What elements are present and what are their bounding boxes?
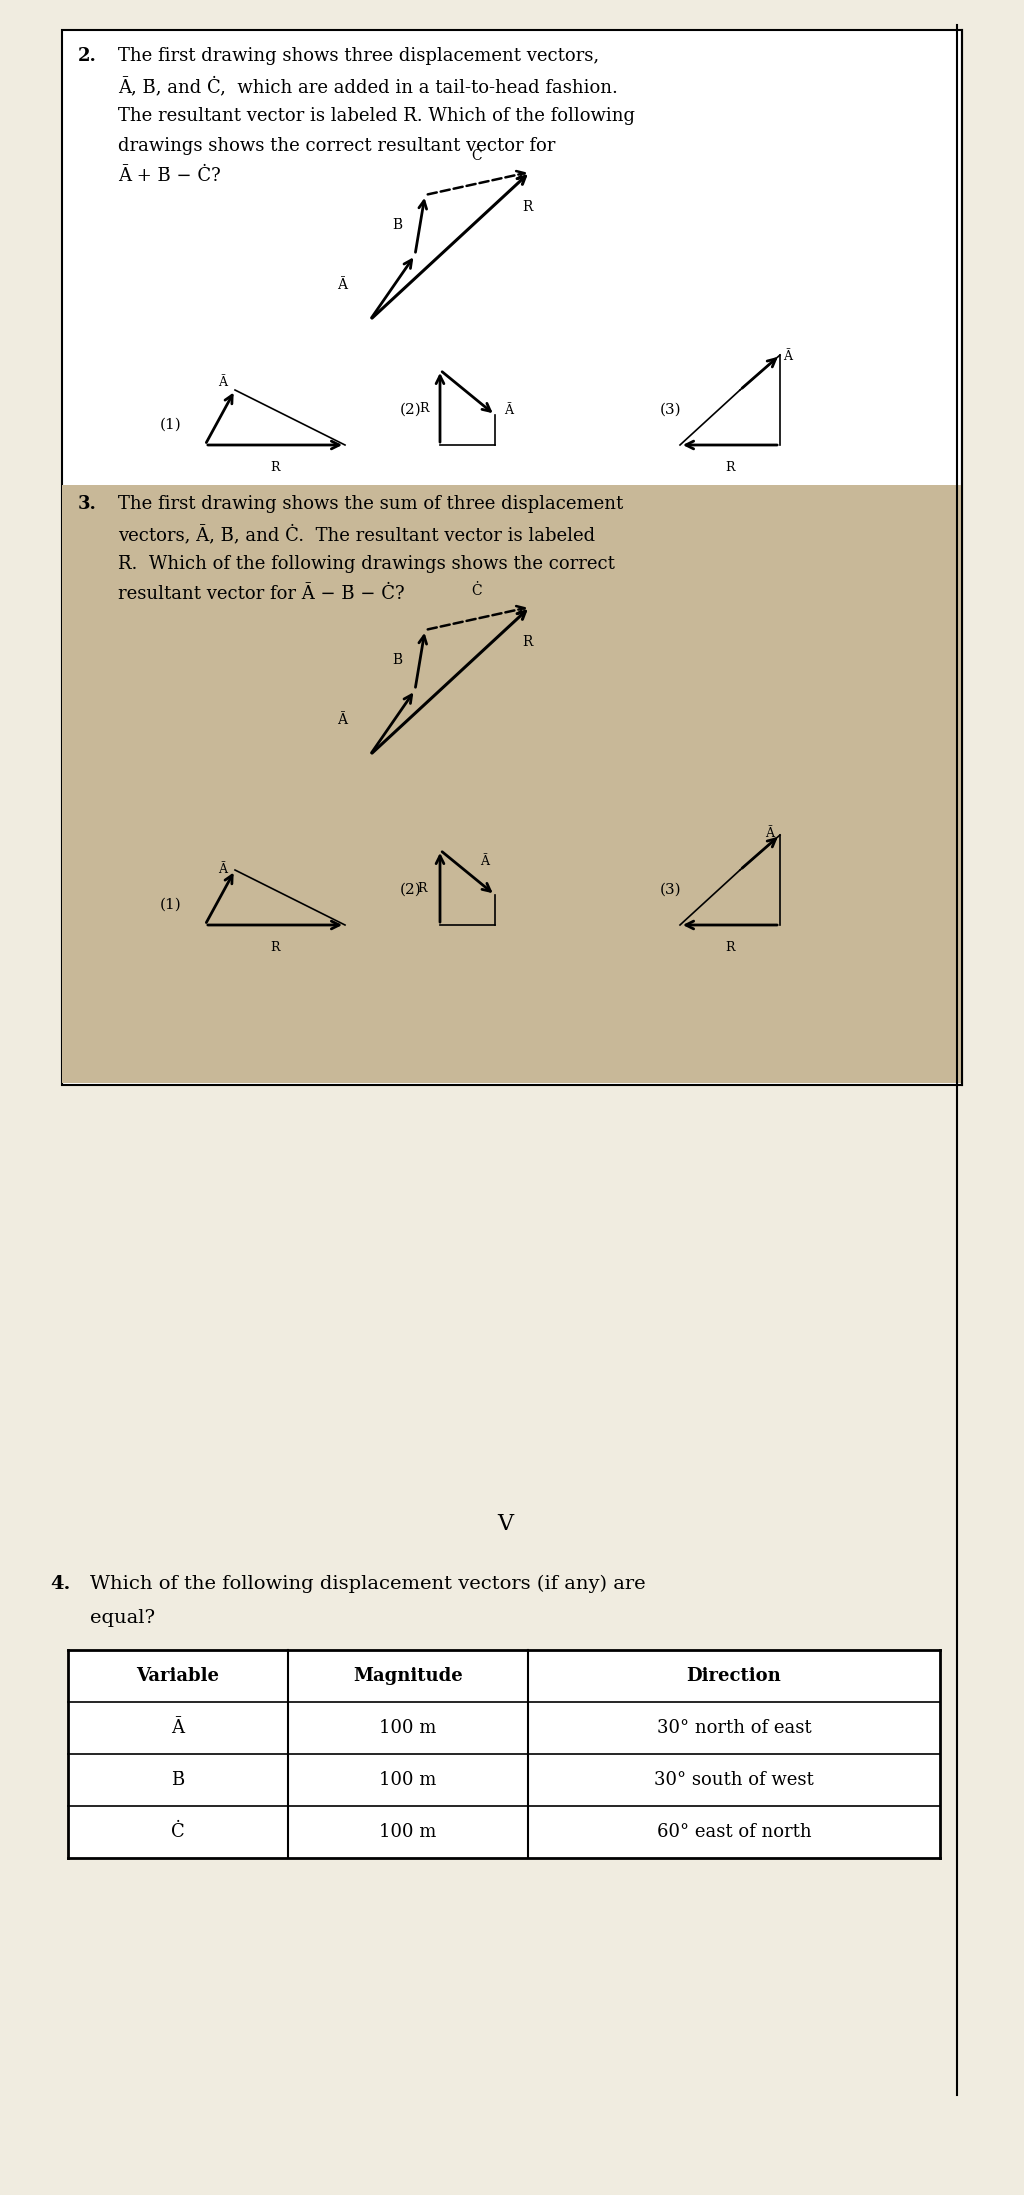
Text: equal?: equal?: [90, 1609, 155, 1626]
Text: Ā: Ā: [505, 404, 513, 417]
Text: Ċ: Ċ: [472, 149, 482, 162]
Text: B̄: B̄: [171, 1771, 184, 1789]
Text: resultant vector for Ā − B̄ − Ċ?: resultant vector for Ā − B̄ − Ċ?: [118, 586, 404, 604]
Text: R̄: R̄: [417, 882, 427, 896]
Text: (1): (1): [160, 417, 181, 432]
Text: Ā + B̄ − Ċ?: Ā + B̄ − Ċ?: [118, 167, 221, 184]
Text: Ā: Ā: [218, 863, 227, 876]
Text: Which of the following displacement vectors (if any) are: Which of the following displacement vect…: [90, 1576, 645, 1594]
Bar: [62, 485, 962, 1082]
Text: 4.: 4.: [50, 1576, 71, 1594]
Text: Ā: Ā: [766, 828, 774, 841]
Text: Magnitude: Magnitude: [353, 1666, 463, 1686]
Text: vectors, Ā, B̄, and Ċ.  The resultant vector is labeled: vectors, Ā, B̄, and Ċ. The resultant vec…: [118, 525, 595, 544]
Text: R̄.  Which of the following drawings shows the correct: R̄. Which of the following drawings show…: [118, 555, 614, 573]
Text: Direction: Direction: [687, 1666, 781, 1686]
Text: 60° east of north: 60° east of north: [656, 1824, 811, 1842]
Text: V: V: [497, 1512, 513, 1534]
Text: (2): (2): [400, 404, 422, 417]
Text: The resultant vector is labeled R̄. Which of the following: The resultant vector is labeled R̄. Whic…: [118, 108, 635, 125]
Text: (2): (2): [400, 882, 422, 898]
Text: drawings shows the correct resultant vector for: drawings shows the correct resultant vec…: [118, 136, 555, 156]
Text: Ā: Ā: [480, 856, 489, 867]
Text: R̄: R̄: [270, 461, 280, 474]
Text: Ċ: Ċ: [472, 584, 482, 597]
Text: R̄: R̄: [419, 402, 429, 415]
Text: 3.: 3.: [78, 496, 97, 514]
Bar: [68, 1651, 940, 1857]
Text: (1): (1): [160, 898, 181, 911]
Text: Ā, B̄, and Ċ,  which are added in a tail-to-head fashion.: Ā, B̄, and Ċ, which are added in a tail-…: [118, 77, 617, 97]
Text: Ċ: Ċ: [171, 1824, 185, 1842]
Text: (3): (3): [660, 404, 682, 417]
Text: 100 m: 100 m: [379, 1719, 436, 1736]
Text: B̄: B̄: [392, 217, 402, 233]
Text: R̄: R̄: [522, 634, 532, 650]
Text: B̄: B̄: [392, 652, 402, 667]
Text: Ā: Ā: [337, 713, 347, 727]
Text: The first drawing shows the sum of three displacement: The first drawing shows the sum of three…: [118, 496, 624, 514]
Text: (3): (3): [660, 882, 682, 898]
Text: Ā: Ā: [218, 375, 227, 389]
Bar: [62, 31, 962, 1084]
Text: R̄: R̄: [725, 461, 735, 474]
Text: R̄: R̄: [725, 942, 735, 955]
Text: Ā: Ā: [783, 349, 793, 362]
Text: 2.: 2.: [78, 46, 97, 66]
Text: 30° south of west: 30° south of west: [654, 1771, 814, 1789]
Text: 30° north of east: 30° north of east: [656, 1719, 811, 1736]
Text: 100 m: 100 m: [379, 1824, 436, 1842]
Text: 100 m: 100 m: [379, 1771, 436, 1789]
Text: R̄: R̄: [522, 200, 532, 213]
Text: Variable: Variable: [136, 1666, 219, 1686]
Text: The first drawing shows three displacement vectors,: The first drawing shows three displaceme…: [118, 46, 599, 66]
Text: Ā: Ā: [337, 279, 347, 292]
Text: Ā: Ā: [171, 1719, 184, 1736]
Text: R̄: R̄: [270, 942, 280, 955]
